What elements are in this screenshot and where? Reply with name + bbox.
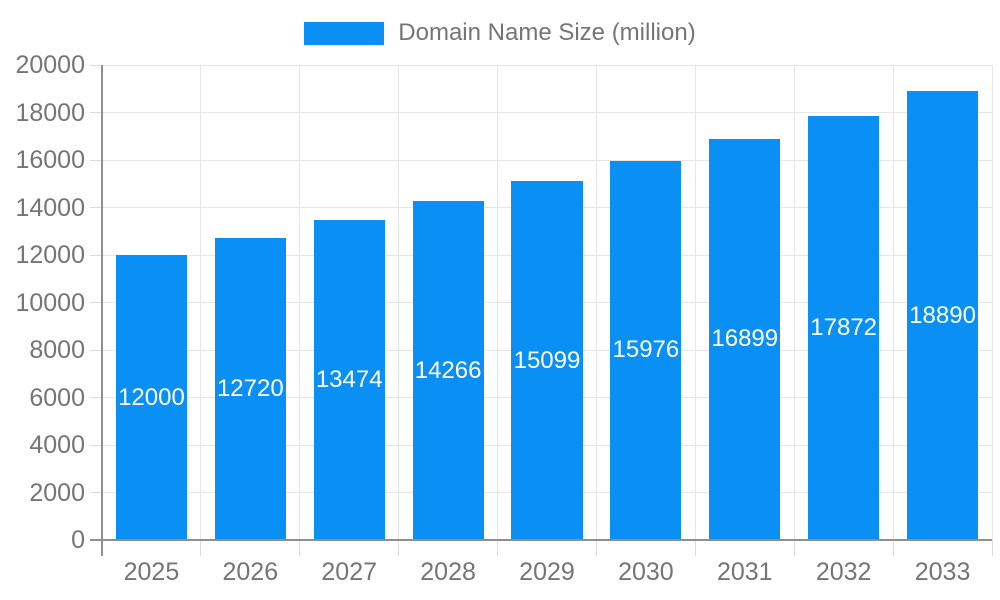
x-tick [892, 540, 894, 556]
y-tick [90, 207, 102, 208]
legend-swatch [304, 21, 385, 45]
y-axis-label: 0 [71, 526, 85, 554]
bar-value-label: 12000 [118, 383, 185, 411]
bar[interactable]: 12000 [115, 255, 188, 540]
v-gridline [299, 65, 301, 540]
y-axis-label: 18000 [15, 98, 85, 127]
v-gridline [200, 65, 202, 540]
y-axis-label: 10000 [15, 288, 85, 317]
bar-value-label: 15099 [513, 346, 581, 374]
y-tick [90, 349, 102, 351]
bar-value-label: 18890 [909, 301, 976, 329]
bar[interactable]: 15099 [511, 181, 583, 540]
x-axis-label: 2028 [420, 558, 476, 586]
v-gridline [793, 65, 795, 540]
x-axis-label: 2030 [618, 558, 674, 586]
y-tick [90, 254, 102, 256]
y-axis-label: 6000 [29, 383, 85, 412]
x-axis-label: 2033 [914, 558, 971, 586]
legend-label: Domain Name Size (million) [398, 19, 696, 46]
bar[interactable]: 17872 [808, 115, 880, 540]
v-gridline [991, 65, 993, 540]
v-gridline [694, 65, 696, 540]
x-tick [595, 540, 597, 556]
x-tick [991, 540, 993, 556]
x-axis-label: 2026 [222, 558, 279, 586]
x-tick [398, 540, 400, 556]
y-axis-label: 16000 [15, 146, 85, 174]
bar-value-label: 14266 [414, 356, 482, 384]
x-tick [200, 540, 202, 556]
bar[interactable]: 16899 [709, 138, 781, 540]
y-axis-label: 2000 [29, 478, 85, 507]
bar-value-label: 16899 [711, 325, 779, 353]
y-tick [90, 302, 102, 303]
y-axis-label: 12000 [15, 241, 85, 269]
bar[interactable]: 14266 [412, 201, 484, 540]
bar-value-label: 12720 [216, 374, 284, 402]
bar-value-label: 17872 [810, 313, 878, 341]
y-tick [90, 159, 102, 161]
x-axis-label: 2032 [815, 558, 872, 586]
bar-value-label: 15976 [612, 336, 680, 364]
v-gridline [595, 65, 597, 540]
y-axis-label: 8000 [29, 336, 85, 364]
bar-value-label: 13474 [315, 365, 383, 393]
y-axis-label: 20000 [15, 51, 85, 79]
y-tick [90, 112, 102, 113]
h-gridline [102, 112, 992, 113]
v-gridline [497, 65, 499, 540]
y-tick [90, 64, 102, 66]
y-axis-label: 4000 [29, 431, 85, 459]
y-tick [90, 397, 102, 398]
bar[interactable]: 18890 [906, 91, 979, 540]
y-tick [90, 492, 102, 493]
v-gridline [398, 65, 400, 540]
x-axis-label: 2029 [519, 558, 575, 586]
v-gridline [892, 65, 894, 540]
legend[interactable]: Domain Name Size (million) [0, 18, 1000, 48]
x-axis-label: 2031 [716, 558, 773, 586]
plot-area: 0 2000 4000 6000 8000 10000 12000 14000 16000 180… [15, 51, 993, 586]
x-tick [299, 540, 301, 556]
bar[interactable]: 13474 [313, 219, 385, 540]
h-gridline [102, 64, 992, 66]
x-axis-line [90, 539, 992, 541]
x-axis-label: 2027 [321, 558, 378, 586]
y-axis-label: 14000 [15, 193, 85, 222]
x-axis-label: 2025 [123, 558, 180, 586]
x-tick [497, 540, 499, 556]
x-tick [694, 540, 696, 556]
bar[interactable]: 15976 [610, 160, 682, 540]
h-gridline [102, 159, 992, 161]
y-axis-line [101, 65, 103, 556]
y-tick [90, 444, 102, 446]
x-tick [793, 540, 795, 556]
bar[interactable]: 12720 [214, 237, 286, 540]
